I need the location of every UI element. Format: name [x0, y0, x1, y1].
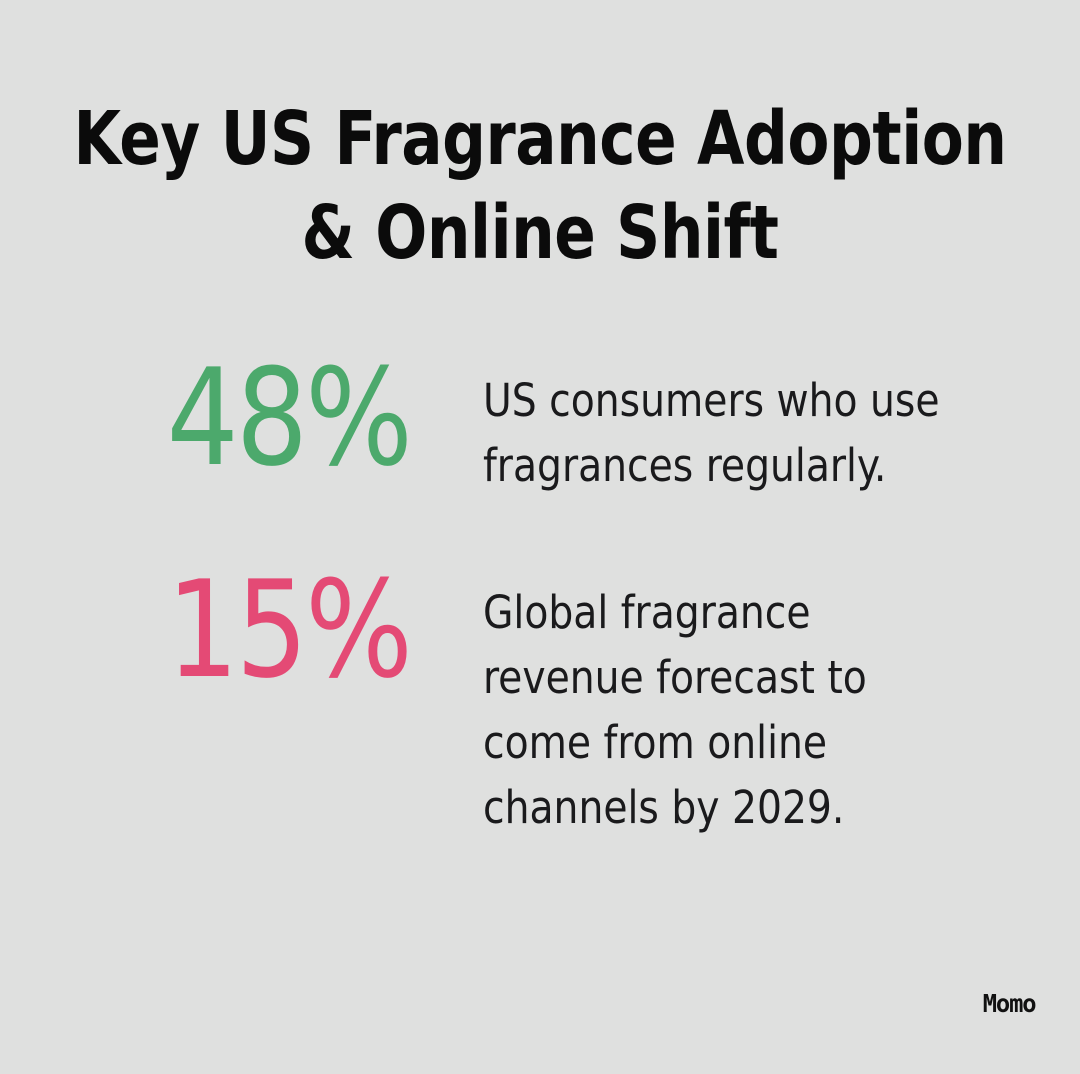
page-title: Key US Fragrance Adoption & Online Shift	[0, 92, 1080, 280]
stat-description-primary: US consumers who use fragrances regularl…	[483, 374, 940, 492]
stats-list: 48% US consumers who use fragrances regu…	[0, 340, 1080, 840]
page-title-line-1: Key US Fragrance Adoption	[73, 96, 1007, 182]
brand-logo: Momo	[982, 989, 1036, 1018]
stat-value-secondary: 15%	[166, 552, 413, 708]
stat-value-primary: 48%	[166, 340, 413, 496]
stat-row: 15% Global fragrance revenue forecast to…	[0, 552, 1080, 840]
stat-description-secondary: Global fragrance revenue forecast to com…	[483, 586, 867, 834]
page-title-line-2: & Online Shift	[301, 190, 779, 276]
stat-row: 48% US consumers who use fragrances regu…	[0, 340, 1080, 498]
